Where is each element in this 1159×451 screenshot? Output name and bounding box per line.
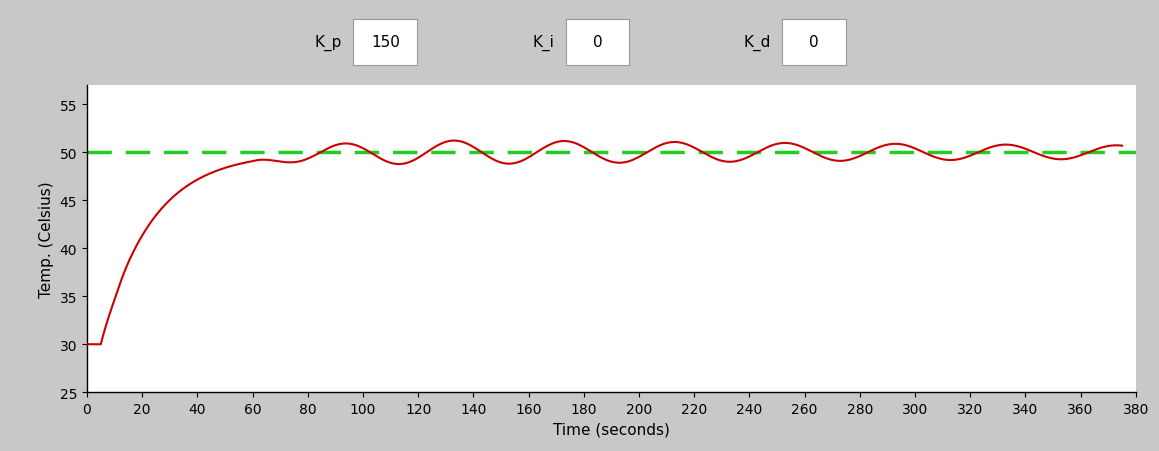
Y-axis label: Temp. (Celsius): Temp. (Celsius) [39,181,54,297]
X-axis label: Time (seconds): Time (seconds) [553,422,670,437]
Text: K_d: K_d [743,35,771,51]
Text: 0: 0 [592,35,603,51]
Text: K_i: K_i [532,35,554,51]
Text: K_p: K_p [314,35,342,51]
Text: 150: 150 [371,35,400,51]
Text: 0: 0 [809,35,819,51]
